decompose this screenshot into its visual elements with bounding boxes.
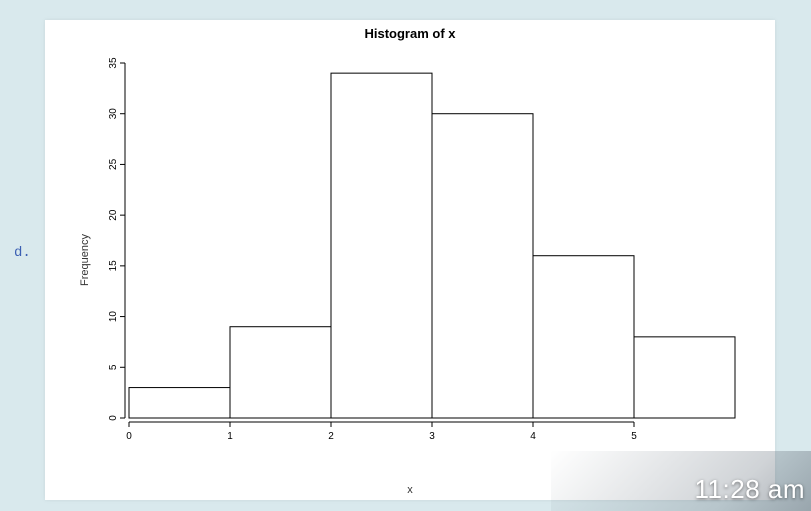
y-tick-label: 10 (108, 311, 119, 323)
x-tick-label: 2 (328, 431, 334, 442)
histogram-bar (331, 73, 432, 418)
y-tick-label: 15 (108, 260, 119, 272)
x-tick-label: 0 (126, 431, 132, 442)
x-tick-label: 1 (227, 431, 233, 442)
clock-overlay: 11:28 am (695, 474, 805, 505)
x-tick-label: 5 (631, 431, 637, 442)
histogram-bar (432, 114, 533, 418)
histogram-svg: 0 5 10 15 20 25 30 35 0 1 2 3 4 5 (105, 55, 745, 450)
chart-title: Histogram of x (45, 26, 775, 41)
y-tick-label: 25 (108, 158, 119, 170)
x-tick-label: 3 (429, 431, 435, 442)
histogram-bar (533, 256, 634, 418)
y-tick-label: 30 (108, 108, 119, 120)
y-tick-label: 35 (108, 57, 119, 69)
question-item-label: d. (14, 245, 31, 261)
x-axis-label: x (45, 484, 775, 496)
chart-panel: Histogram of x Frequency x 0510152025303… (45, 20, 775, 500)
histogram-bar (129, 388, 230, 418)
y-tick-label: 0 (108, 415, 119, 421)
y-tick-label: 5 (108, 364, 119, 370)
plot-area: 0 5 10 15 20 25 30 35 0 1 2 3 4 5 (105, 55, 745, 450)
y-axis-label: Frequency (79, 234, 91, 286)
page-background: d. Histogram of x Frequency x 0510152025… (0, 0, 811, 511)
x-tick-label: 4 (530, 431, 536, 442)
histogram-bar (634, 337, 735, 418)
histogram-bar (230, 327, 331, 418)
y-tick-label: 20 (108, 209, 119, 221)
